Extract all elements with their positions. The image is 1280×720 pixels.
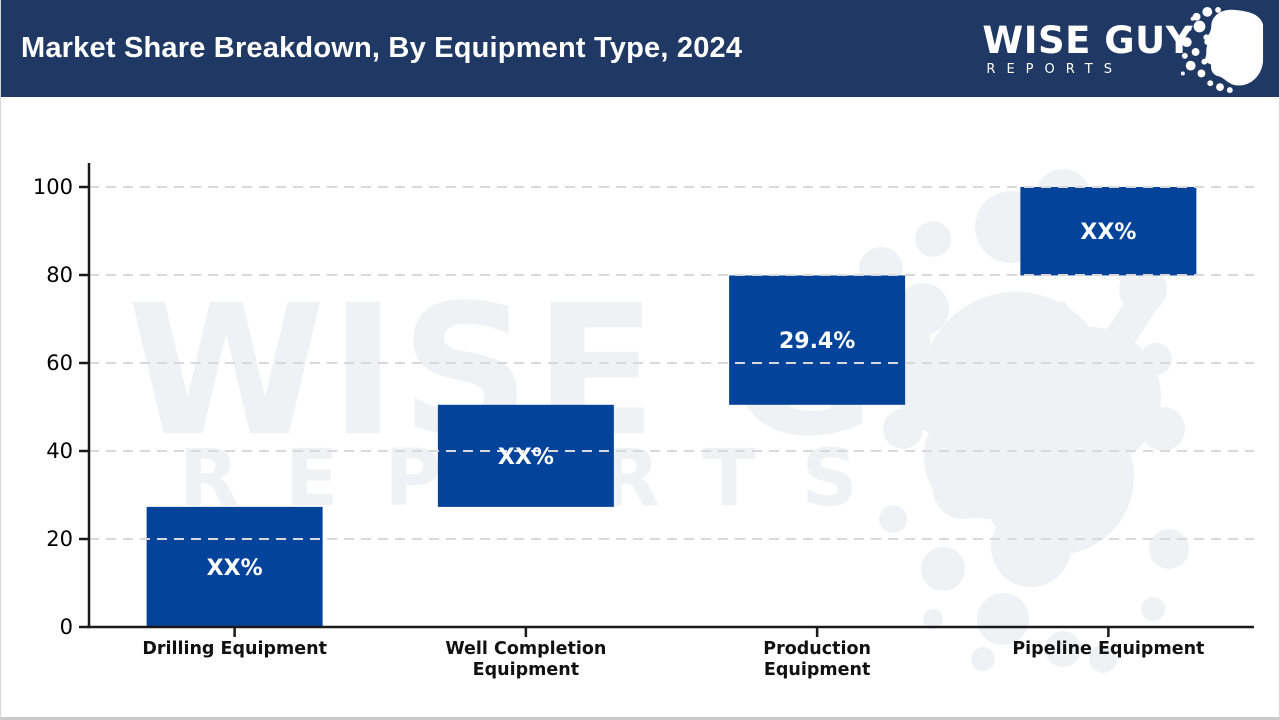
bar-segment <box>1020 187 1197 276</box>
y-tick-labels: 0 20 40 60 80 100 <box>33 175 73 639</box>
category-label: Equipment <box>473 660 579 680</box>
category-label: Well Completion <box>445 639 606 659</box>
logo-text: WISE GUY REPORTS <box>982 22 1193 76</box>
category-label: Pipeline Equipment <box>1012 639 1204 659</box>
logo-subtitle: REPORTS <box>986 61 1124 77</box>
category-label: Production <box>763 639 871 659</box>
waterfall-chart: WISE GUY REPORTS <box>33 163 1254 680</box>
y-tick-label: 0 <box>60 615 73 639</box>
bar-segment <box>729 275 906 405</box>
y-tick-label: 60 <box>46 351 73 375</box>
y-tick-label: 20 <box>46 527 73 551</box>
bars <box>146 187 1197 627</box>
y-tick-label: 40 <box>46 439 73 463</box>
header-bar: Market Share Breakdown, By Equipment Typ… <box>1 0 1279 97</box>
y-tick-label: 100 <box>33 175 73 199</box>
gridlines <box>89 186 1254 540</box>
dotted-head-icon <box>1180 6 1264 93</box>
logo-wordmark: WISE GUY <box>982 18 1193 62</box>
bar-value-label: XX% <box>207 556 263 581</box>
bar-segment <box>437 404 614 507</box>
category-labels: Drilling Equipment Well CompletionEquipme… <box>142 639 1204 680</box>
axes <box>79 163 1254 637</box>
bar-value-label: XX% <box>498 445 554 470</box>
bar-value-label: XX% <box>1080 220 1136 245</box>
y-tick-label: 80 <box>46 263 73 287</box>
bar-value-labels: XX% XX% 29.4% XX% <box>207 220 1137 581</box>
chart-area: WISE GUY REPORTS <box>1 97 1279 717</box>
category-label: Equipment <box>764 660 870 680</box>
wise-guy-logo: WISE GUY REPORTS <box>982 5 1265 93</box>
bar-value-label: 29.4% <box>779 329 855 354</box>
category-label: Drilling Equipment <box>142 639 327 659</box>
page-title: Market Share Breakdown, By Equipment Typ… <box>21 32 743 64</box>
bar-segment <box>146 506 323 627</box>
